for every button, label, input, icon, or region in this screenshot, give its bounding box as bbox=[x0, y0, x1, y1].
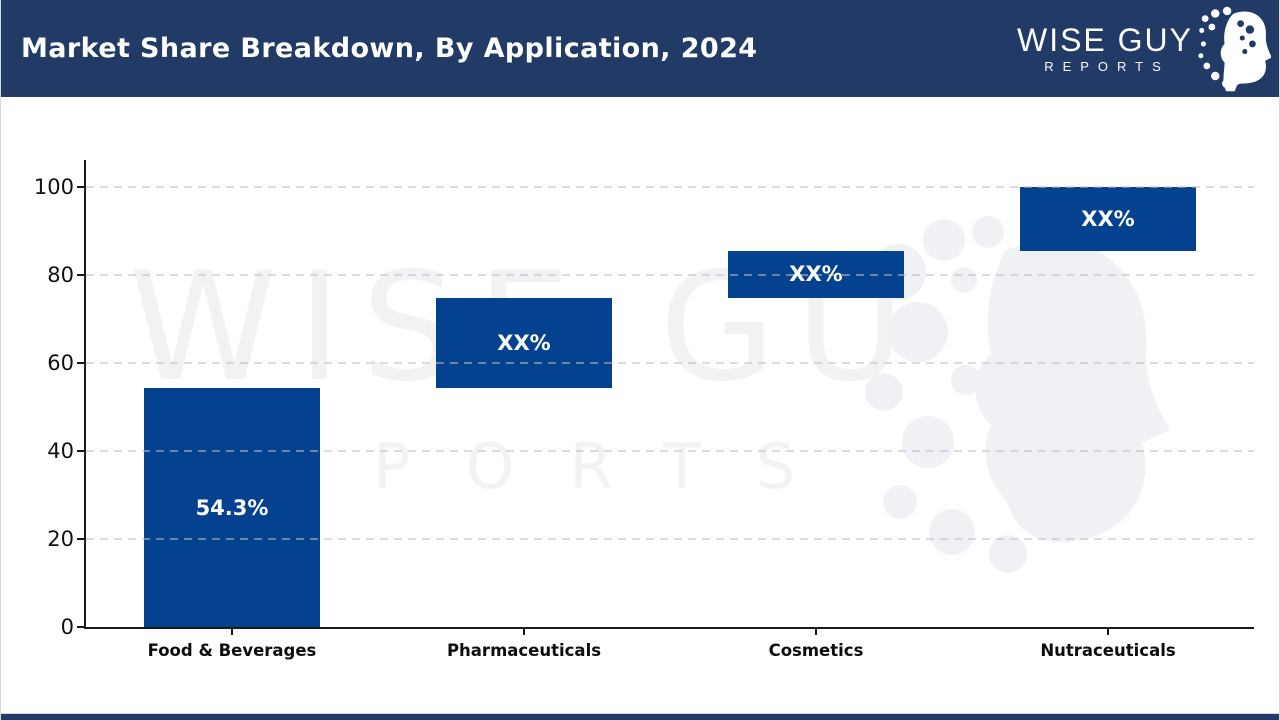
y-tick-label: 80 bbox=[47, 263, 74, 287]
x-tick-mark bbox=[815, 629, 817, 635]
wise-guy-reports-logo: WISE GUY REPORTS bbox=[1017, 6, 1279, 92]
logo-head-icon bbox=[1198, 6, 1271, 91]
y-tick-mark bbox=[77, 186, 84, 188]
x-tick-mark bbox=[231, 629, 233, 635]
x-tick-label-cosmetics: Cosmetics bbox=[768, 641, 864, 660]
logo-wordmark: WISE GUY REPORTS bbox=[1017, 24, 1193, 74]
footer-divider bbox=[1, 713, 1279, 714]
x-tick-label-pharmaceuticals: Pharmaceuticals bbox=[446, 641, 602, 660]
gridline-20 bbox=[86, 538, 1254, 540]
bar-food-beverages bbox=[144, 388, 320, 627]
watermark-wordmark: WISE GU bbox=[129, 241, 926, 415]
bar-cosmetics bbox=[728, 250, 904, 298]
y-axis-line bbox=[84, 160, 86, 629]
gridline-40 bbox=[86, 450, 1254, 452]
watermark-head-icon bbox=[865, 216, 1170, 573]
gridline-100 bbox=[86, 186, 1254, 188]
y-tick-label: 20 bbox=[47, 527, 74, 551]
page-title: Market Share Breakdown, By Application, … bbox=[21, 33, 758, 64]
gridline-60 bbox=[86, 362, 1254, 364]
gridline-80 bbox=[86, 274, 1254, 276]
y-tick-mark bbox=[77, 450, 84, 452]
y-tick-label: 60 bbox=[47, 351, 74, 375]
bar-nutraceuticals bbox=[1020, 187, 1196, 251]
x-tick-label-nutraceuticals: Nutraceuticals bbox=[1040, 641, 1176, 660]
y-tick-label: 0 bbox=[60, 615, 74, 639]
y-tick-mark bbox=[77, 538, 84, 540]
bar-value-label-pharmaceuticals: XX% bbox=[497, 330, 551, 355]
bar-value-label-cosmetics: XX% bbox=[789, 262, 843, 287]
x-tick-mark bbox=[523, 629, 525, 635]
logo-wise-guy-text: WISE GUY bbox=[1016, 21, 1193, 58]
bar-value-label-food-beverages: 54.3% bbox=[195, 495, 269, 520]
x-tick-mark bbox=[1107, 629, 1109, 635]
y-tick-label: 100 bbox=[33, 175, 74, 199]
y-tick-mark bbox=[77, 626, 84, 628]
y-tick-mark bbox=[77, 362, 84, 364]
bar-pharmaceuticals bbox=[436, 297, 612, 389]
watermark-reports-text: REPORTS bbox=[181, 430, 851, 503]
logo-reports-text: REPORTS bbox=[1044, 58, 1170, 74]
header-bar: Market Share Breakdown, By Application, … bbox=[1, 0, 1279, 97]
bar-value-label-nutraceuticals: XX% bbox=[1081, 206, 1135, 231]
y-tick-label: 40 bbox=[47, 439, 74, 463]
footer-brand-strip bbox=[1, 714, 1279, 720]
x-axis-line bbox=[84, 627, 1254, 629]
x-tick-label-food-beverages: Food & Beverages bbox=[147, 641, 317, 660]
y-tick-mark bbox=[77, 274, 84, 276]
